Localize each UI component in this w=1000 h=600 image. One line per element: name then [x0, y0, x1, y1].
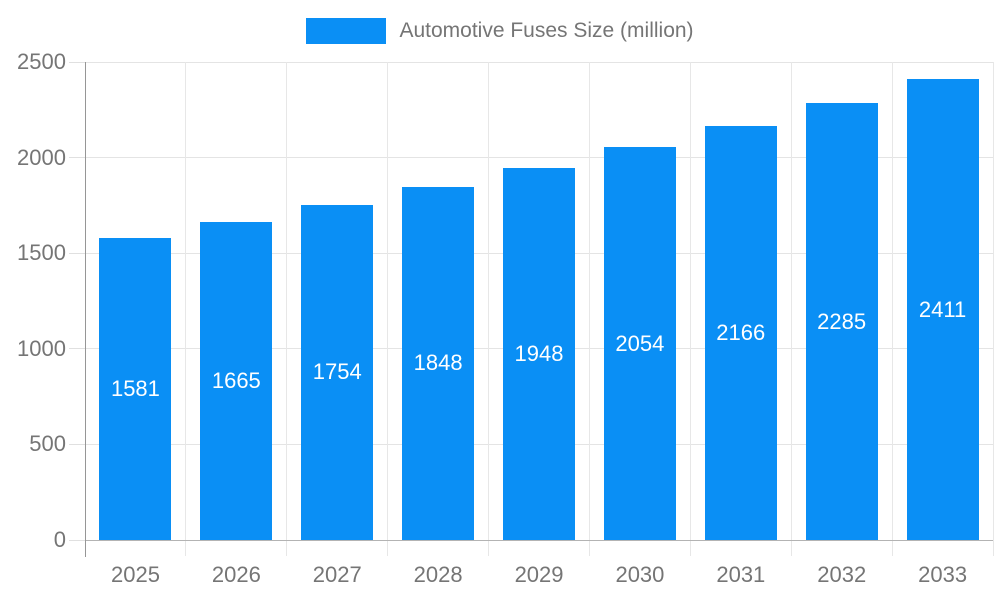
gridline-vertical — [588, 62, 590, 540]
x-axis-tick-label: 2027 — [312, 562, 362, 587]
y-axis-tick-label: 1000 — [17, 335, 66, 361]
gridline-vertical — [790, 62, 792, 540]
bar — [402, 186, 475, 540]
bar-value-label: 2166 — [716, 319, 766, 345]
x-axis-tick-label: 2032 — [817, 562, 867, 587]
x-axis-tick-label: 2029 — [514, 562, 564, 587]
legend-item[interactable]: Automotive Fuses Size (million) — [306, 18, 694, 44]
bar — [503, 167, 575, 540]
x-axis-tick-label: 2025 — [111, 562, 160, 587]
gridline-vertical — [689, 62, 691, 540]
x-axis-tick-label: 2026 — [211, 562, 261, 587]
gridline-vertical — [488, 62, 490, 540]
y-axis-tick-label: 0 — [53, 527, 66, 552]
gridline-horizontal — [85, 61, 993, 63]
bar-value-label: 1581 — [110, 375, 160, 401]
legend-swatch-icon — [306, 18, 387, 44]
y-axis-tick-label: 1500 — [17, 240, 66, 266]
x-axis-tick — [387, 540, 389, 556]
plot-area: 0 500 1000 1500 2000 2500 2025 2026 2027 2028 2029… — [17, 49, 994, 587]
y-axis-tick-label: 2500 — [17, 49, 66, 74]
y-axis-tick-label: 2000 — [17, 144, 66, 170]
bar-value-label: 2285 — [817, 308, 867, 334]
bar-value-label: 1754 — [312, 359, 362, 385]
gridline-vertical — [185, 62, 187, 540]
y-axis-tick — [69, 539, 85, 541]
x-axis-tick — [891, 540, 893, 556]
y-axis-tick — [69, 61, 85, 63]
x-axis-tick — [488, 540, 490, 556]
x-axis-tick — [185, 540, 187, 556]
x-axis-tick-label: 2028 — [413, 562, 463, 587]
bar — [301, 204, 374, 540]
gridline-vertical — [891, 62, 893, 540]
bar — [805, 103, 878, 540]
bar — [603, 147, 676, 540]
y-axis-tick — [69, 443, 85, 445]
bar — [99, 237, 172, 540]
x-axis-tick-label: 2033 — [918, 562, 968, 587]
y-axis-tick — [69, 157, 85, 159]
bar — [200, 221, 273, 540]
bar-value-label: 2054 — [615, 330, 665, 356]
legend-label: Automotive Fuses Size (million) — [399, 19, 694, 42]
bar-value-label: 1848 — [413, 350, 463, 376]
gridline-vertical — [387, 62, 389, 540]
x-axis-tick — [790, 540, 792, 556]
legend: Automotive Fuses Size (million) — [0, 17, 1000, 45]
bar — [704, 125, 777, 540]
x-axis-tick-label: 2030 — [615, 562, 665, 587]
gridline-vertical — [286, 62, 288, 540]
bar-value-label: 2411 — [918, 296, 967, 322]
x-axis-tick — [689, 540, 691, 556]
x-axis-tick — [588, 540, 590, 556]
x-axis-line — [85, 540, 993, 541]
bar-value-label: 1948 — [514, 340, 564, 366]
y-axis-line — [85, 62, 86, 557]
y-axis-tick-label: 500 — [29, 431, 66, 457]
x-axis-tick-label: 2031 — [716, 562, 766, 587]
bar — [906, 79, 979, 540]
x-axis-tick — [286, 540, 288, 556]
gridline-vertical — [992, 62, 994, 540]
gridline-horizontal — [85, 157, 993, 159]
y-axis-tick — [69, 348, 85, 350]
x-axis-tick — [992, 540, 994, 556]
bar-value-label: 1665 — [211, 367, 261, 393]
y-axis-tick — [69, 252, 85, 254]
